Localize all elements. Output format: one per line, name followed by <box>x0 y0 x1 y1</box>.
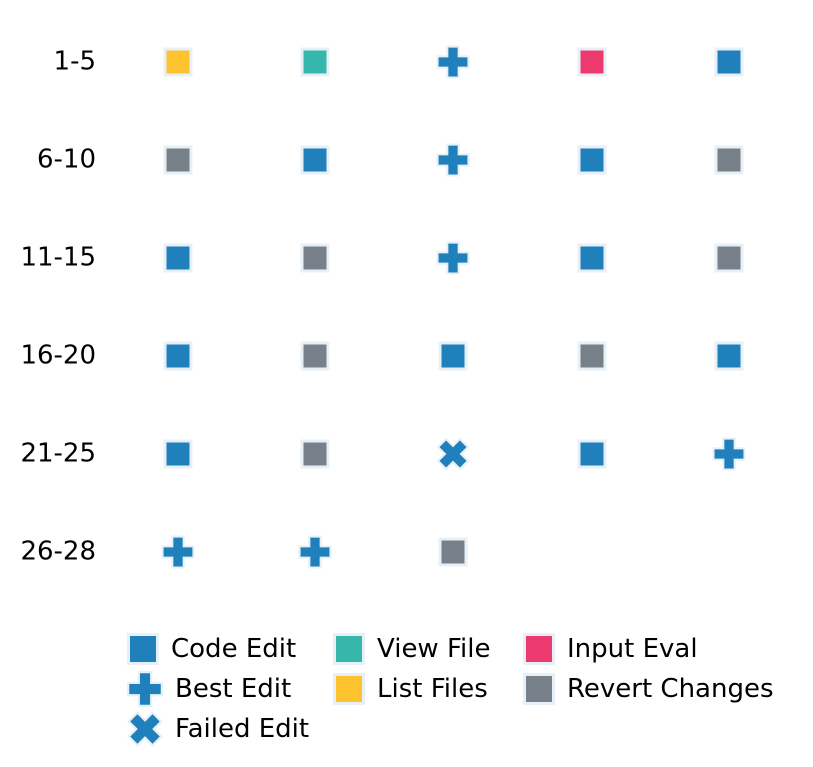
marker-revert-changes-square-icon <box>300 341 330 371</box>
best-edit-plus-icon <box>127 671 163 707</box>
grid-cell-3-4 <box>714 341 744 371</box>
marker-revert-changes-square-icon <box>577 341 607 371</box>
marker-best-edit-plus-icon <box>436 45 470 79</box>
marker-revert-changes-square-icon <box>300 439 330 469</box>
legend-item-best-edit: Best Edit <box>127 671 291 707</box>
grid-cell-3-0 <box>163 341 193 371</box>
grid-cell-2-2 <box>436 241 470 275</box>
marker-list-files-square-icon <box>163 47 193 77</box>
grid-cell-1-1 <box>300 145 330 175</box>
marker-revert-changes-square-icon <box>523 673 555 705</box>
legend-item-view-file: View File <box>333 633 490 665</box>
grid-cell-4-3 <box>577 439 607 469</box>
legend-label-list-files: List Files <box>377 674 488 704</box>
grid-cell-1-4 <box>714 145 744 175</box>
grid-cell-4-2 <box>436 437 470 471</box>
marker-failed-edit-x-icon <box>436 437 470 471</box>
marker-code-edit-square-icon <box>163 243 193 273</box>
grid-cell-5-0 <box>161 535 195 569</box>
marker-code-edit-square-icon <box>127 633 159 665</box>
grid-cell-1-2 <box>436 143 470 177</box>
marker-view-file-square-icon <box>300 47 330 77</box>
grid-cell-1-0 <box>163 145 193 175</box>
marker-input-eval-square-icon <box>523 633 555 665</box>
grid-cell-0-1 <box>300 47 330 77</box>
marker-input-eval-square-icon <box>577 47 607 77</box>
legend-item-code-edit: Code Edit <box>127 633 296 665</box>
grid-cell-2-0 <box>163 243 193 273</box>
grid-cell-5-1 <box>298 535 332 569</box>
marker-revert-changes-square-icon <box>714 243 744 273</box>
marker-best-edit-plus-icon <box>436 143 470 177</box>
marker-code-edit-square-icon <box>714 47 744 77</box>
legend-label-code-edit: Code Edit <box>171 634 297 664</box>
row-label-21-25: 21-25 <box>20 438 96 469</box>
row-label-1-5: 1-5 <box>53 46 96 77</box>
view-file-square-icon <box>333 633 365 665</box>
marker-view-file-square-icon <box>333 633 365 665</box>
marker-best-edit-plus-icon <box>436 241 470 275</box>
marker-best-edit-plus-icon <box>712 437 746 471</box>
legend-item-list-files: List Files <box>333 673 488 705</box>
row-label-11-15: 11-15 <box>20 242 96 273</box>
marker-revert-changes-square-icon <box>714 145 744 175</box>
grid-cell-0-2 <box>436 45 470 79</box>
legend-item-failed-edit: Failed Edit <box>127 711 309 747</box>
grid-cell-4-0 <box>163 439 193 469</box>
marker-code-edit-square-icon <box>163 341 193 371</box>
grid-cell-0-3 <box>577 47 607 77</box>
legend-label-view-file: View File <box>377 634 491 664</box>
row-label-16-20: 16-20 <box>20 340 96 371</box>
marker-failed-edit-x-icon <box>127 711 163 747</box>
marker-revert-changes-square-icon <box>163 145 193 175</box>
marker-code-edit-square-icon <box>438 341 468 371</box>
marker-best-edit-plus-icon <box>127 671 163 707</box>
marker-best-edit-plus-icon <box>298 535 332 569</box>
grid-cell-2-3 <box>577 243 607 273</box>
code-edit-square-icon <box>127 633 159 665</box>
grid-cell-5-2 <box>438 537 468 567</box>
marker-code-edit-square-icon <box>577 145 607 175</box>
legend-label-input-eval: Input Eval <box>567 634 698 664</box>
legend-label-revert-changes: Revert Changes <box>567 674 774 704</box>
marker-revert-changes-square-icon <box>438 537 468 567</box>
legend-label-best-edit: Best Edit <box>175 674 292 704</box>
input-eval-square-icon <box>523 633 555 665</box>
list-files-square-icon <box>333 673 365 705</box>
marker-code-edit-square-icon <box>714 341 744 371</box>
row-label-6-10: 6-10 <box>36 144 96 175</box>
marker-code-edit-square-icon <box>163 439 193 469</box>
grid-cell-4-1 <box>300 439 330 469</box>
legend-label-failed-edit: Failed Edit <box>175 714 310 744</box>
legend-item-revert-changes: Revert Changes <box>523 673 774 705</box>
failed-edit-x-icon <box>127 711 163 747</box>
grid-cell-3-2 <box>438 341 468 371</box>
marker-code-edit-square-icon <box>577 439 607 469</box>
grid-cell-4-4 <box>712 437 746 471</box>
marker-revert-changes-square-icon <box>300 243 330 273</box>
marker-list-files-square-icon <box>333 673 365 705</box>
row-label-26-28: 26-28 <box>20 536 96 567</box>
grid-cell-2-4 <box>714 243 744 273</box>
grid-cell-3-1 <box>300 341 330 371</box>
legend-item-input-eval: Input Eval <box>523 633 698 665</box>
grid-cell-3-3 <box>577 341 607 371</box>
marker-best-edit-plus-icon <box>161 535 195 569</box>
grid-cell-1-3 <box>577 145 607 175</box>
grid-cell-2-1 <box>300 243 330 273</box>
marker-code-edit-square-icon <box>300 145 330 175</box>
grid-cell-0-4 <box>714 47 744 77</box>
revert-changes-square-icon <box>523 673 555 705</box>
marker-code-edit-square-icon <box>577 243 607 273</box>
grid-cell-0-0 <box>163 47 193 77</box>
